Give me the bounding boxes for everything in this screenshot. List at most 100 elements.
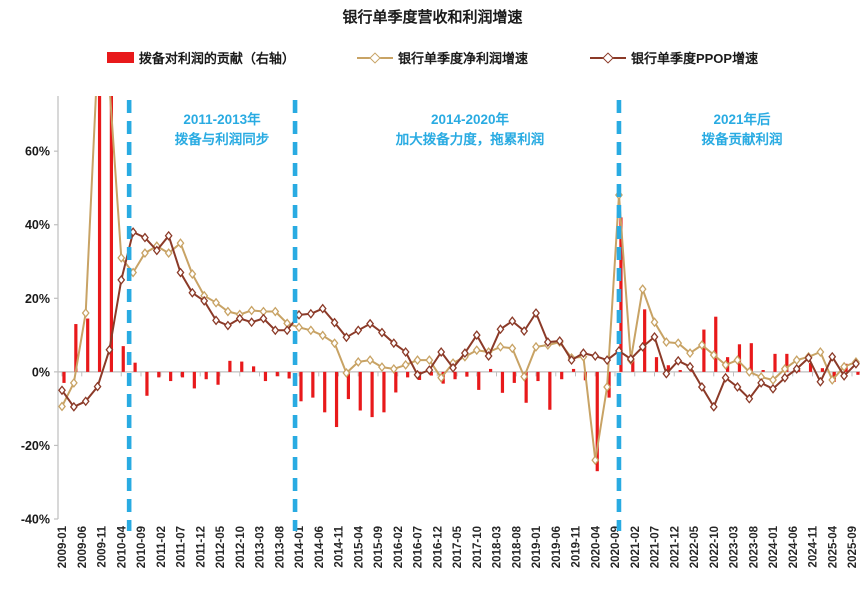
bar (429, 371, 433, 376)
diamond-marker (662, 368, 671, 379)
legend-bar-swatch (106, 52, 134, 63)
diamond-marker (603, 355, 612, 366)
legend-line-diamond-icon (356, 52, 393, 64)
diamond-marker (555, 336, 564, 346)
legend-item-provision: 拨备对利润的贡献（右轴） (106, 48, 295, 67)
bar (406, 371, 410, 378)
diamond-marker (330, 317, 339, 328)
x-axis-label: 2011-12 (195, 526, 207, 568)
bar (97, 96, 102, 372)
bar (180, 371, 185, 378)
bar (453, 371, 457, 380)
diamond-marker (295, 322, 303, 333)
diamond-marker (638, 341, 647, 352)
x-axis-label: 2016-02 (393, 526, 405, 568)
diamond-marker (152, 245, 161, 256)
diamond-marker (401, 359, 410, 370)
bar (252, 366, 256, 372)
diamond-marker (247, 305, 256, 316)
x-axis-label: 2011-02 (156, 526, 168, 568)
bar (643, 309, 647, 372)
diamond-marker (449, 362, 457, 373)
x-axis-label: 2024-11 (808, 525, 820, 567)
diamond-marker (223, 320, 232, 331)
line-series-ppop (58, 227, 860, 412)
diamond-marker (378, 362, 386, 373)
bar (761, 370, 765, 372)
diamond-marker (306, 308, 315, 319)
x-axis-label: 2013-03 (255, 526, 267, 568)
bar (820, 368, 824, 372)
diamond-marker (816, 376, 825, 387)
legend: 拨备对利润的贡献（右轴） 银行单季度净利润增速 银行单季度PPOP增速 (0, 48, 865, 67)
bar (275, 371, 279, 377)
bar (394, 371, 398, 393)
diamond-marker (58, 401, 66, 412)
diamond-marker (164, 230, 173, 241)
diamond-marker (69, 401, 78, 412)
bar (370, 371, 374, 418)
diamond-marker (81, 396, 90, 407)
x-axis-label: 2014-11 (334, 525, 346, 567)
diamond-marker (721, 359, 730, 370)
diamond-marker (425, 355, 434, 366)
diamond-marker (354, 356, 363, 367)
annotation-line: 2011-2013年 (183, 112, 261, 127)
diamond-marker (69, 377, 78, 388)
bar (334, 371, 339, 428)
y-axis: 60% 40% 20% 0% -20% -40% (21, 96, 59, 527)
diamond-marker (686, 361, 694, 372)
bar (382, 371, 386, 413)
annotation-period-3: 2021年后 拨备贡献利润 (702, 110, 783, 150)
x-axis-label: 2019-11 (571, 525, 583, 567)
legend-item-ppop: 银行单季度PPOP增速 (589, 48, 758, 67)
bar (263, 371, 268, 382)
diamond-marker (745, 366, 754, 377)
diamond-marker (733, 382, 742, 392)
diamond-marker (354, 325, 363, 336)
bar (856, 371, 860, 375)
x-axis-label: 2010-09 (136, 526, 148, 568)
diamond-marker (366, 355, 375, 366)
diamond-marker (401, 347, 410, 357)
bar (571, 368, 576, 372)
diamond-marker (828, 375, 837, 385)
diamond-marker (389, 338, 398, 349)
bar (666, 365, 670, 372)
diamond-marker (532, 308, 540, 318)
diamond-marker (389, 363, 398, 374)
diamond-marker (318, 303, 327, 314)
diamond-marker (271, 325, 280, 336)
bar (548, 371, 552, 410)
bar-series-provision (62, 96, 860, 472)
x-axis-label: 2013-08 (274, 525, 286, 568)
x-axis-label: 2016-12 (432, 526, 444, 568)
bar (631, 360, 635, 372)
diamond-marker (603, 382, 612, 392)
x-axis-label: 2025-04 (827, 525, 839, 568)
diamond-marker (200, 295, 209, 306)
diamond-marker (58, 385, 66, 396)
bar (311, 371, 315, 398)
x-axis-label: 2017-05 (452, 525, 464, 568)
diamond-marker (591, 351, 600, 361)
diamond-marker (81, 308, 90, 318)
diamond-marker (840, 361, 849, 372)
x-axis: 2009-01 2009-06 2009-11 2010-04 2010-09 2011-… (57, 371, 860, 568)
annotation-period-1: 2011-2013年 拨备与利润同步 (175, 110, 270, 150)
legend-item-netprofit: 银行单季度净利润增速 (356, 48, 528, 67)
x-axis-label: 2018-08 (511, 525, 523, 568)
x-axis-label: 2018-03 (492, 526, 504, 568)
x-axis-label: 2023-08 (748, 525, 760, 568)
bar (86, 318, 90, 372)
bar (500, 371, 505, 393)
diamond-marker (306, 325, 315, 336)
x-axis-label: 2010-04 (116, 525, 128, 568)
diamond-marker (378, 327, 386, 338)
diamond-marker (508, 343, 517, 354)
bar (808, 363, 813, 372)
diamond-marker (579, 348, 588, 359)
period-dividers (126, 100, 622, 531)
